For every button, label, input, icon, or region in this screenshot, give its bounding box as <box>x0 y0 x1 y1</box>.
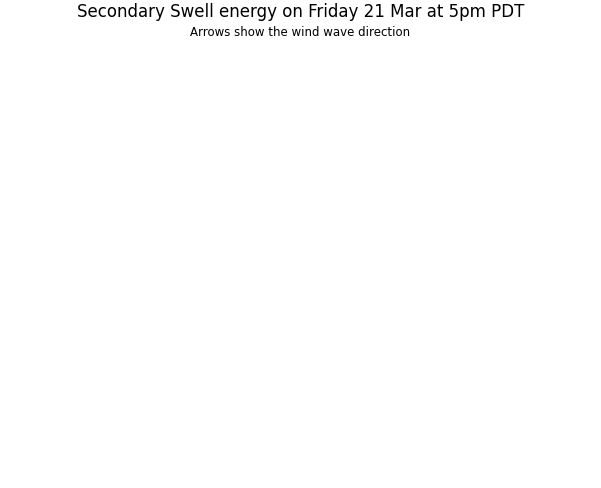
Text: Arrows show the wind wave direction: Arrows show the wind wave direction <box>191 26 410 39</box>
Text: Secondary Swell energy on Friday 21 Mar at 5pm PDT: Secondary Swell energy on Friday 21 Mar … <box>77 2 524 20</box>
Text: cartopy required: cartopy required <box>219 254 382 273</box>
